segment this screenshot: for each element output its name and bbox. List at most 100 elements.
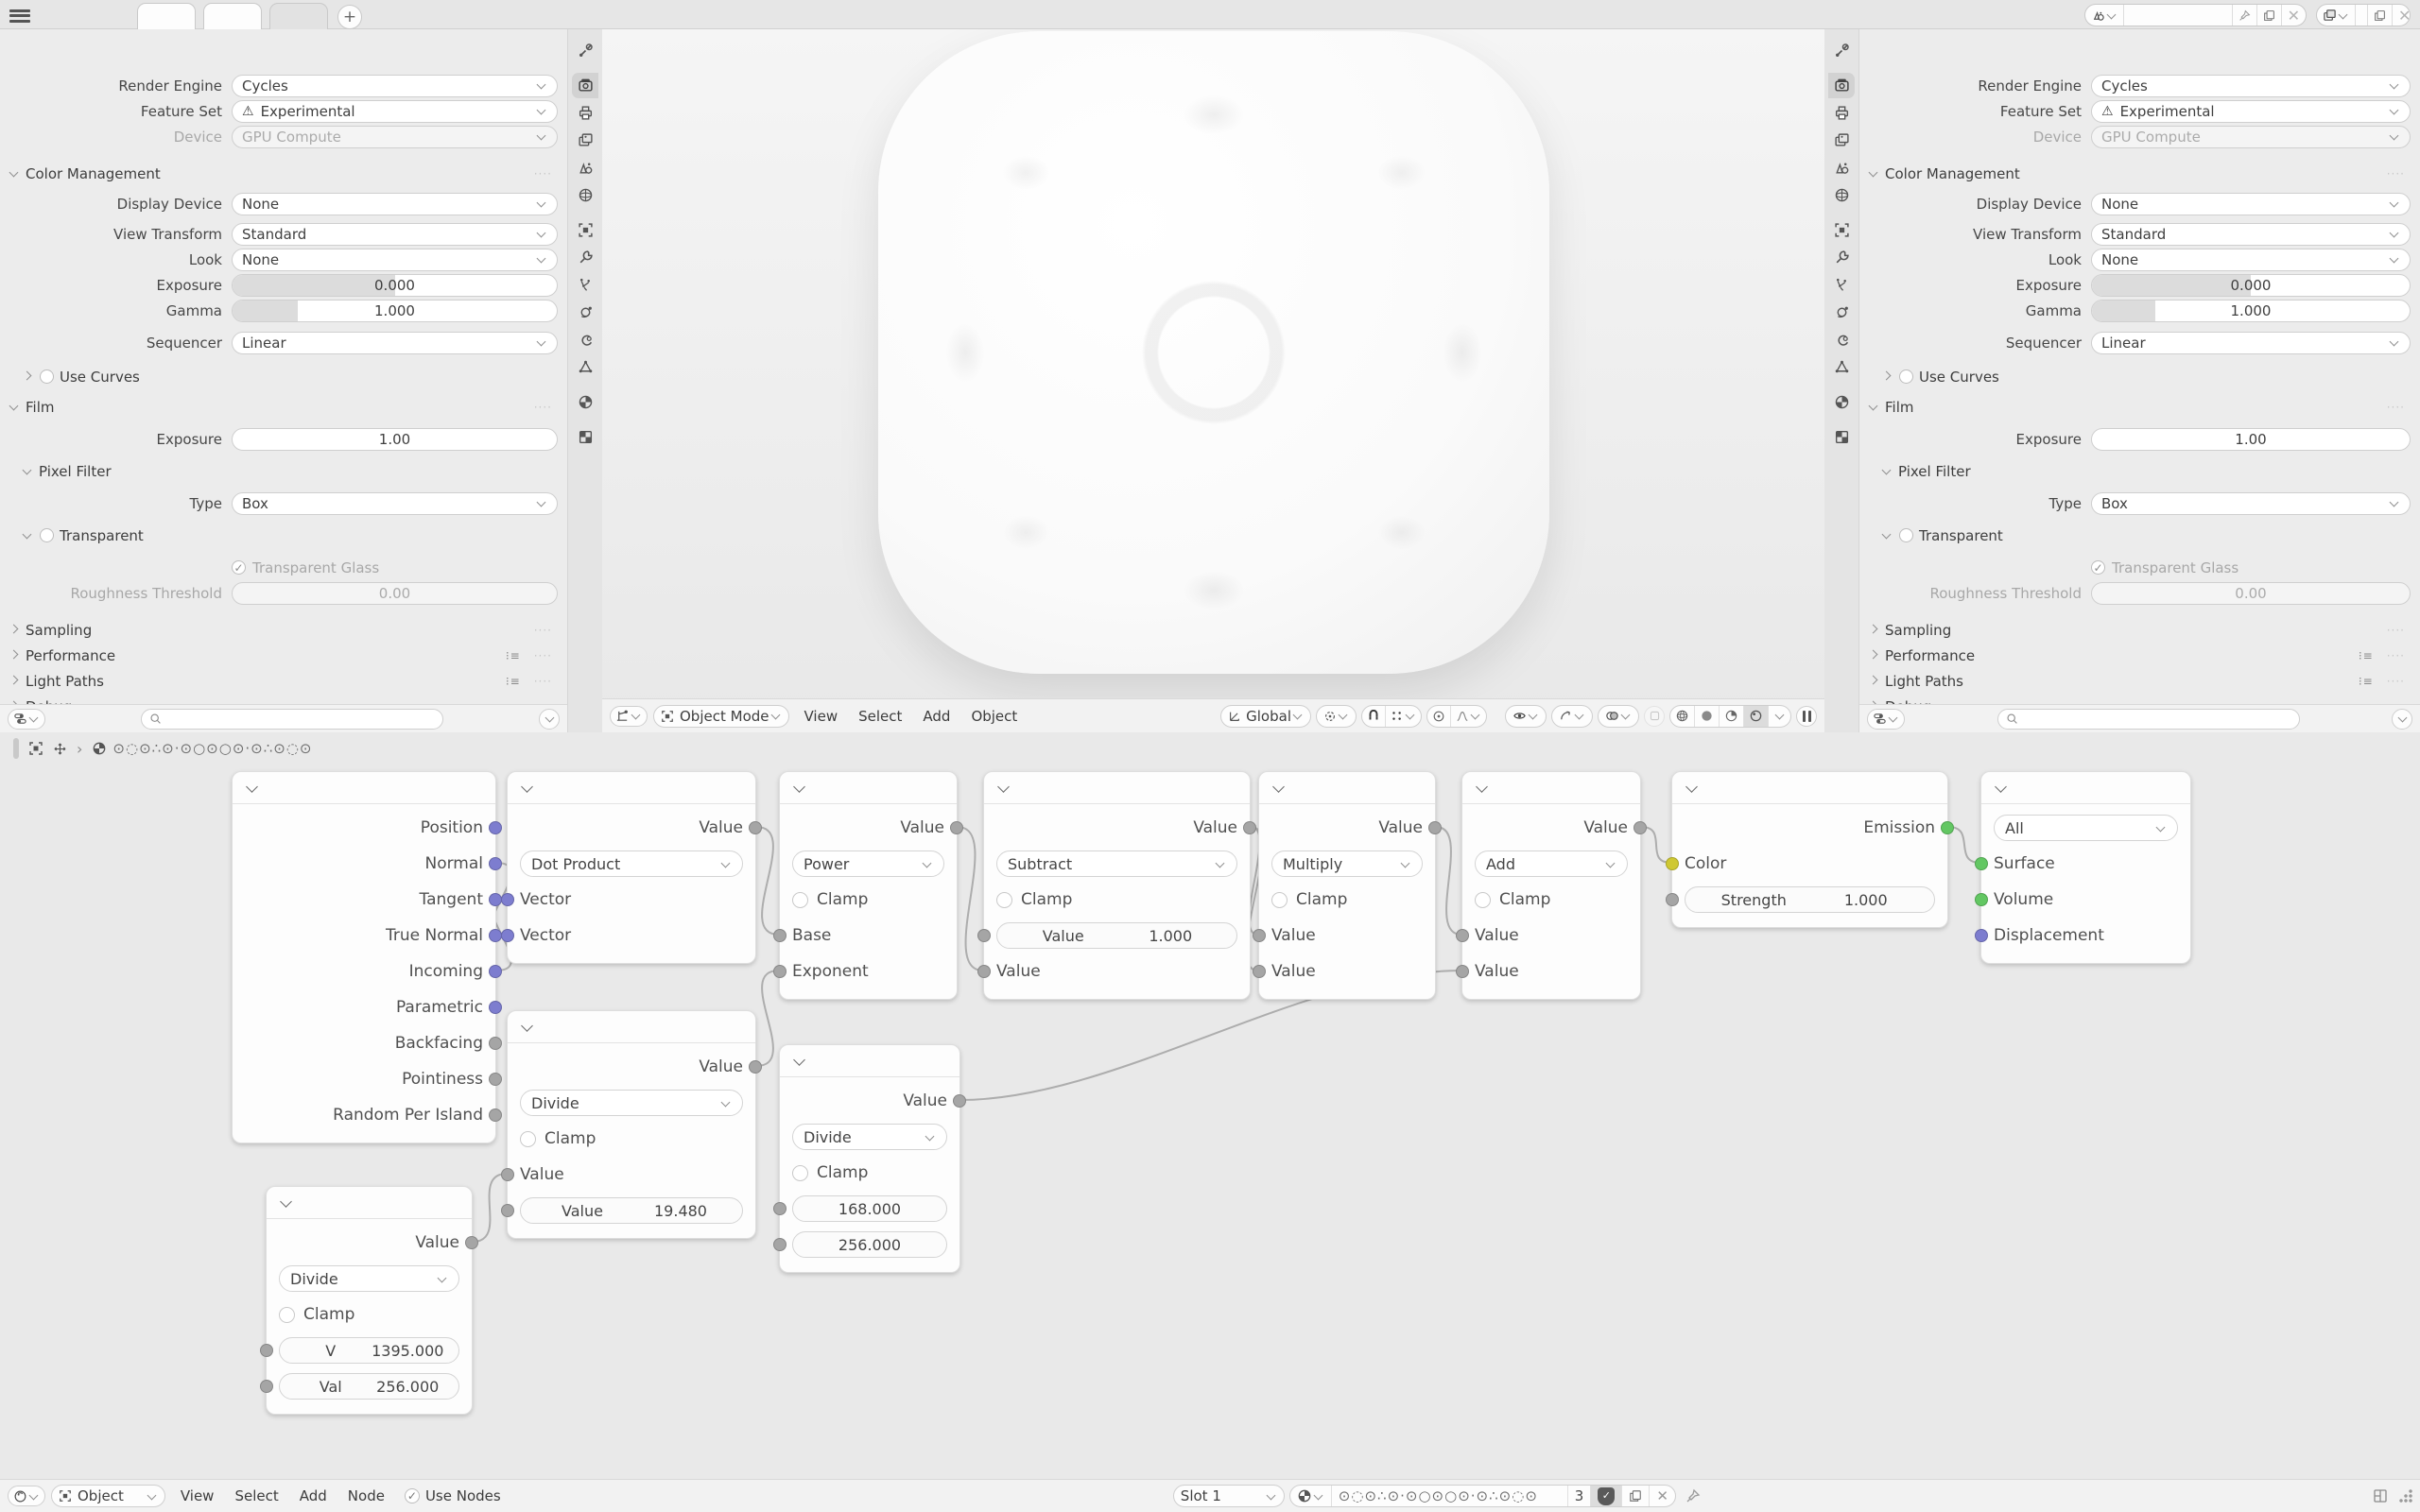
tab-world[interactable] [572, 182, 598, 208]
collapse-icon[interactable] [246, 781, 258, 793]
editor-type-button[interactable] [8, 1486, 45, 1506]
section-performance[interactable]: Performance ⁝≡ ···· [8, 643, 558, 668]
use-nodes-checkbox[interactable]: ✓ Use Nodes [404, 1487, 501, 1504]
socket-vector[interactable] [489, 929, 502, 942]
filter-type-dropdown[interactable]: Box [232, 491, 558, 515]
tab-modifiers[interactable] [1828, 245, 1855, 270]
socket-value[interactable] [773, 1202, 786, 1215]
socket-value[interactable] [1253, 965, 1266, 978]
shading-material-button[interactable] [1720, 705, 1744, 727]
operation-dropdown[interactable]: Dot Product [520, 850, 743, 877]
exposure-slider[interactable]: 0.000 [2091, 273, 2411, 297]
menu-view[interactable]: View [804, 707, 838, 725]
display-device-dropdown[interactable]: None [232, 192, 558, 215]
socket-value[interactable] [1428, 821, 1442, 834]
main-menu-icon[interactable] [9, 7, 30, 23]
socket-vector[interactable] [501, 893, 514, 906]
tab-texture[interactable] [1828, 424, 1855, 450]
collapse-icon[interactable] [793, 781, 805, 793]
socket-value[interactable] [465, 1236, 478, 1249]
editor-type-button[interactable] [1867, 708, 1905, 730]
scene-name-field[interactable] [2124, 5, 2233, 26]
node-math-multiply[interactable]: Value Multiply Clamp Value Value [1253, 771, 1442, 1000]
socket-vector[interactable] [489, 965, 502, 978]
snap-to-dropdown[interactable] [1386, 706, 1421, 727]
tab-view-layer[interactable] [572, 128, 598, 153]
node-math-power[interactable]: Value Power Clamp Base Exponent [773, 771, 963, 1000]
value-field[interactable]: Val 256.000 [279, 1373, 459, 1400]
render-engine-dropdown[interactable]: Cycles [232, 74, 558, 97]
socket-vector[interactable] [489, 857, 502, 870]
section-use-curves[interactable]: Use Curves [1867, 364, 2411, 389]
collapse-icon[interactable] [997, 781, 1010, 793]
collapse-icon[interactable] [280, 1195, 292, 1208]
value-field[interactable]: Value 1.000 [996, 922, 1237, 949]
look-dropdown[interactable]: None [2091, 248, 2411, 271]
feature-set-dropdown[interactable]: ⚠ Experimental [232, 99, 558, 123]
falloff-dropdown[interactable] [1451, 706, 1486, 727]
node-header[interactable] [1981, 772, 2190, 804]
operation-dropdown[interactable]: Divide [520, 1090, 743, 1116]
snap-toggle[interactable] [1362, 705, 1386, 727]
node-header[interactable] [508, 772, 755, 804]
filter-type-dropdown[interactable]: Box [2091, 491, 2411, 515]
node-geometry[interactable]: Position Normal Tangent True Normal Inco… [232, 771, 502, 1143]
gizmos-dropdown[interactable] [1551, 704, 1593, 728]
operation-dropdown[interactable]: Add [1475, 850, 1628, 877]
clamp-checkbox[interactable] [1475, 891, 1491, 908]
operation-dropdown[interactable]: Multiply [1271, 850, 1423, 877]
show-visibility-dropdown[interactable] [1505, 704, 1547, 728]
properties-search-input[interactable] [141, 708, 443, 730]
transparent-checkbox[interactable] [40, 528, 54, 542]
socket-vector[interactable] [501, 929, 514, 942]
display-device-dropdown[interactable]: None [2091, 192, 2411, 215]
menu-object[interactable]: Object [971, 707, 1018, 725]
socket-value[interactable] [1634, 821, 1647, 834]
node-header[interactable] [984, 772, 1250, 804]
material-slot-dropdown[interactable]: Slot 1 [1172, 1485, 1285, 1507]
menu-view[interactable]: View [180, 1487, 215, 1504]
socket-value[interactable] [953, 1094, 966, 1108]
tab-particles[interactable] [572, 272, 598, 298]
roughness-threshold-field[interactable]: 0.00 [232, 581, 558, 605]
transparent-glass-checkbox[interactable]: ✓ [232, 560, 246, 575]
film-exposure-field[interactable]: 1.00 [232, 427, 558, 451]
socket-shader[interactable] [1941, 821, 1954, 834]
socket-value[interactable] [1456, 965, 1469, 978]
tab-modifiers[interactable] [572, 245, 598, 270]
mode-dropdown[interactable]: Object Mode [653, 704, 789, 728]
clamp-checkbox[interactable] [1271, 891, 1288, 908]
shader-type-dropdown[interactable]: Object [51, 1485, 165, 1507]
collapse-icon[interactable] [1685, 781, 1698, 793]
gamma-slider[interactable]: 1.000 [232, 299, 558, 322]
sequencer-dropdown[interactable]: Linear [232, 331, 558, 354]
clamp-checkbox[interactable] [792, 1164, 808, 1181]
shader-editor[interactable]: › ⊙◌⊙∴⊙·⊙○⊙○⊙·⊙∴⊙◌⊙ Position Normal Tang… [0, 732, 2420, 1512]
operation-dropdown[interactable]: Power [792, 850, 944, 877]
section-light-paths[interactable]: Light Paths ⁝≡ ···· [1867, 668, 2411, 694]
render-engine-dropdown[interactable]: Cycles [2091, 74, 2411, 97]
tab-scene[interactable] [572, 155, 598, 180]
tab-world[interactable] [1828, 182, 1855, 208]
tab-constraints[interactable] [1828, 327, 1855, 352]
node-emission[interactable]: Emission Color Strength 1.000 [1666, 771, 1954, 928]
section-film[interactable]: Film ···· [1867, 394, 2411, 420]
menu-add[interactable]: Add [299, 1487, 327, 1504]
operation-dropdown[interactable]: Divide [792, 1124, 947, 1150]
scene-pin-button[interactable] [2233, 5, 2257, 26]
value-field[interactable]: V 1395.000 [279, 1337, 459, 1364]
material-name-field[interactable]: ⊙◌⊙∴⊙·⊙○⊙○⊙·⊙∴⊙◌⊙ [1332, 1486, 1568, 1506]
section-transparent[interactable]: Transparent [1867, 523, 2411, 548]
editor-corner-split-icon[interactable] [2373, 1488, 2388, 1503]
feature-set-dropdown[interactable]: ⚠ Experimental [2091, 99, 2411, 123]
tab-particles[interactable] [1828, 272, 1855, 298]
section-film[interactable]: Film ···· [8, 394, 558, 420]
properties-search-input[interactable] [1996, 708, 2300, 730]
menu-node[interactable]: Node [347, 1487, 385, 1504]
socket-value[interactable] [1666, 893, 1679, 906]
section-transparent[interactable]: Transparent [8, 523, 558, 548]
value-field[interactable]: Value 19.480 [520, 1197, 743, 1224]
collapse-icon[interactable] [1995, 781, 2007, 793]
collapse-icon[interactable] [1272, 781, 1285, 793]
view-layer-new-button[interactable] [2368, 5, 2393, 26]
